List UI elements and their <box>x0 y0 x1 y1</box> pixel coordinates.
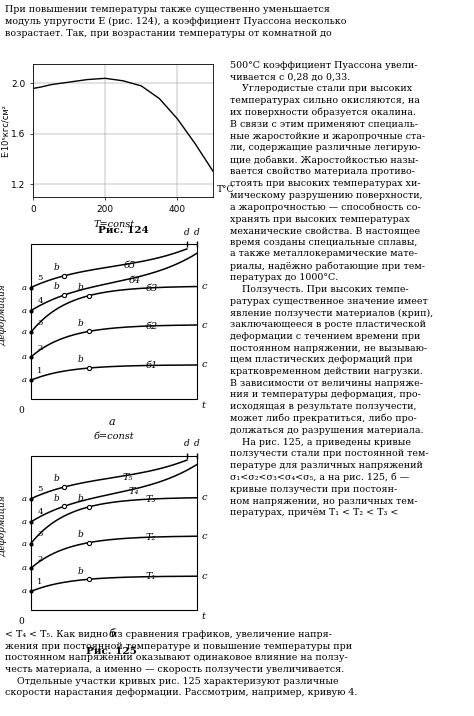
Text: b: b <box>54 474 60 483</box>
Text: < T₄ < T₅. Как видно из сравнения графиков, увеличение напря-
жения при постоянн: < T₄ < T₅. Как видно из сравнения график… <box>5 630 357 697</box>
Text: 5: 5 <box>37 485 43 493</box>
Text: b: b <box>78 283 84 292</box>
Bar <box>31 244 197 399</box>
Text: 2: 2 <box>37 555 43 563</box>
Text: б5: б5 <box>123 261 135 271</box>
Text: б3: б3 <box>146 284 157 293</box>
Text: 0: 0 <box>18 617 25 626</box>
Text: d: d <box>194 228 200 237</box>
Bar <box>31 455 197 610</box>
Text: 4: 4 <box>37 508 43 516</box>
Text: 3: 3 <box>37 530 43 538</box>
Text: T₃: T₃ <box>146 495 156 504</box>
Text: c: c <box>201 571 207 581</box>
Text: c: c <box>201 360 207 369</box>
Text: b: b <box>78 355 84 364</box>
Text: b: b <box>78 319 84 328</box>
Text: 1: 1 <box>37 367 43 374</box>
Text: а: а <box>109 417 115 427</box>
Text: 1: 1 <box>37 578 43 586</box>
Text: t: t <box>201 612 205 621</box>
Text: a: a <box>21 518 27 526</box>
Text: T₁: T₁ <box>146 572 156 581</box>
Text: a: a <box>21 564 27 572</box>
Text: a: a <box>21 353 27 361</box>
Text: c: c <box>201 493 207 502</box>
Text: t: t <box>201 401 205 410</box>
Text: 4: 4 <box>37 297 43 305</box>
Text: б2: б2 <box>146 322 157 331</box>
Text: T₄: T₄ <box>129 487 139 496</box>
Text: б4: б4 <box>129 276 141 285</box>
Text: Рис. 125: Рис. 125 <box>86 647 137 657</box>
Text: b: b <box>78 566 84 576</box>
Text: a: a <box>21 284 27 291</box>
Text: c: c <box>201 321 207 329</box>
Text: d: d <box>194 439 200 448</box>
Text: T=const: T=const <box>93 221 135 229</box>
Text: б: б <box>109 629 115 639</box>
Text: 500°С коэффициент Пуассона увели-
чивается с 0,28 до 0,33.
    Углеродистые стал: 500°С коэффициент Пуассона увели- чивает… <box>230 61 433 517</box>
Text: Рис. 124: Рис. 124 <box>98 226 149 235</box>
Text: a: a <box>21 377 27 384</box>
Text: a: a <box>21 495 27 503</box>
Text: b: b <box>78 530 84 539</box>
Text: T₂: T₂ <box>146 533 156 542</box>
Text: a: a <box>21 329 27 337</box>
Text: c: c <box>201 532 207 541</box>
Text: a: a <box>21 588 27 596</box>
Text: б=const: б=const <box>94 432 134 440</box>
Text: 5: 5 <box>37 274 43 282</box>
Text: Деформация: Деформация <box>0 495 8 557</box>
Text: b: b <box>54 282 60 291</box>
Text: d: d <box>184 228 190 237</box>
Text: T°C: T°C <box>217 185 234 194</box>
Text: b: b <box>54 493 60 503</box>
Y-axis label: E·10⁵кгс/см²: E·10⁵кгс/см² <box>1 105 10 157</box>
Text: c: c <box>201 282 207 291</box>
Text: b: b <box>78 494 84 503</box>
Text: Деформация: Деформация <box>0 284 8 346</box>
Text: б1: б1 <box>146 361 157 370</box>
Text: T₅: T₅ <box>123 473 133 482</box>
Text: 2: 2 <box>37 344 43 352</box>
Text: 3: 3 <box>37 319 43 326</box>
Text: При повышении температуры также существенно уменьшается
модуль упругости E (рис.: При повышении температуры также существе… <box>5 5 346 37</box>
Text: 0: 0 <box>18 406 25 415</box>
Text: d: d <box>184 439 190 448</box>
Text: b: b <box>54 263 60 272</box>
Text: a: a <box>21 540 27 548</box>
Text: a: a <box>21 306 27 315</box>
